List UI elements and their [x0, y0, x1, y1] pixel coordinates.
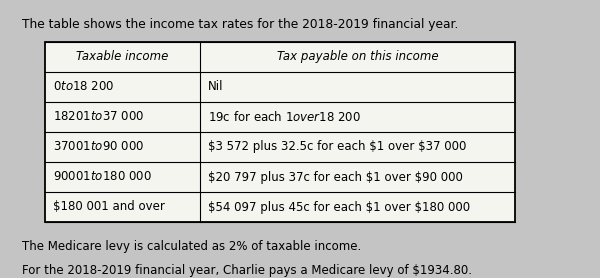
Text: Tax payable on this income: Tax payable on this income: [277, 51, 439, 63]
Text: Taxable income: Taxable income: [76, 51, 169, 63]
Text: $0 to $18 200: $0 to $18 200: [53, 81, 115, 93]
Text: 19c for each $1 over $18 200: 19c for each $1 over $18 200: [208, 110, 361, 124]
Text: The Medicare levy is calculated as 2% of taxable income.: The Medicare levy is calculated as 2% of…: [22, 240, 361, 253]
Text: $180 001 and over: $180 001 and over: [53, 200, 165, 214]
Text: The table shows the income tax rates for the 2018-2019 financial year.: The table shows the income tax rates for…: [22, 18, 458, 31]
Text: $37 001 to $90 000: $37 001 to $90 000: [53, 140, 145, 153]
Text: $54 097 plus 45c for each $1 over $180 000: $54 097 plus 45c for each $1 over $180 0…: [208, 200, 470, 214]
Text: $18 201 to $37 000: $18 201 to $37 000: [53, 110, 145, 123]
Text: For the 2018-2019 financial year, Charlie pays a Medicare levy of $1934.80.: For the 2018-2019 financial year, Charli…: [22, 264, 472, 277]
Text: Nil: Nil: [208, 81, 223, 93]
Bar: [45, 42, 515, 222]
Text: $3 572 plus 32.5c for each $1 over $37 000: $3 572 plus 32.5c for each $1 over $37 0…: [208, 140, 466, 153]
Text: $20 797 plus 37c for each $1 over $90 000: $20 797 plus 37c for each $1 over $90 00…: [208, 170, 463, 183]
Text: $90 001 to $180 000: $90 001 to $180 000: [53, 170, 152, 183]
Bar: [45, 42, 515, 222]
